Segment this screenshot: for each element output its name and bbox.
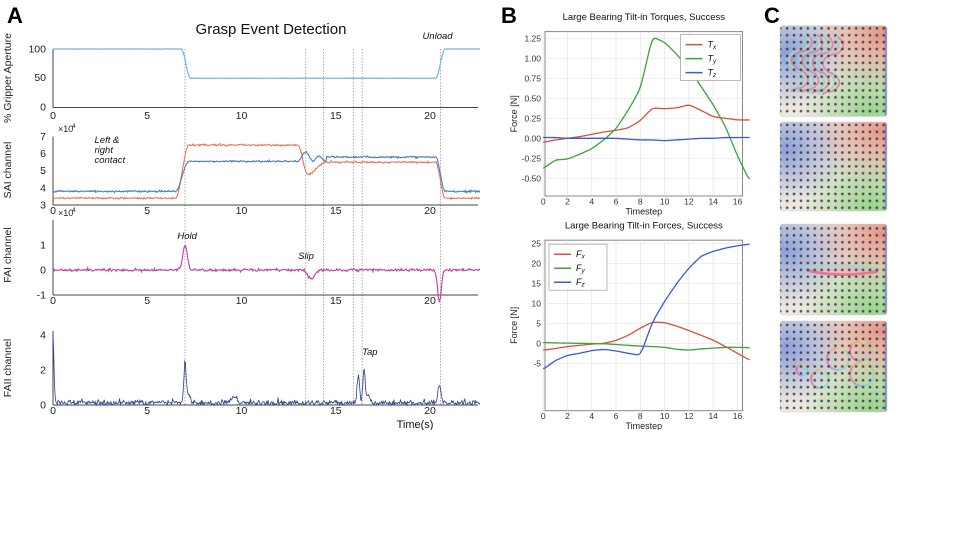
svg-text:10: 10 [236,295,248,307]
svg-text:1.25: 1.25 [524,33,541,43]
svg-text:6: 6 [40,148,46,160]
svg-text:15: 15 [330,205,342,217]
svg-text:20: 20 [424,110,436,122]
svg-text:10: 10 [236,110,248,122]
svg-text:0: 0 [40,102,46,114]
svg-text:Hold: Hold [177,231,197,242]
svg-text:2: 2 [40,365,46,377]
svg-text:4: 4 [40,330,46,342]
svg-text:3: 3 [40,200,46,212]
svg-text:2: 2 [565,197,570,207]
svg-text:-0.50: -0.50 [522,173,542,183]
svg-text:10: 10 [660,197,670,207]
svg-text:Time(s): Time(s) [397,419,434,430]
svg-text:0: 0 [50,205,56,217]
svg-text:SAI channel: SAI channel [2,142,14,199]
svg-text:0: 0 [541,197,546,207]
svg-text:1: 1 [40,240,46,252]
svg-text:10: 10 [660,411,670,421]
svg-text:0.00: 0.00 [524,133,541,143]
svg-text:×10: ×10 [58,208,73,218]
svg-text:10: 10 [236,205,248,217]
svg-text:16: 16 [733,411,743,421]
svg-text:20: 20 [424,405,436,417]
svg-text:14: 14 [708,411,718,421]
svg-text:0: 0 [40,400,46,412]
svg-text:7: 7 [40,131,46,143]
svg-text:20: 20 [424,295,436,307]
svg-text:16: 16 [733,197,743,207]
svg-text:5: 5 [40,165,46,177]
svg-text:0.75: 0.75 [524,73,541,83]
svg-text:0: 0 [541,411,546,421]
svg-text:12: 12 [684,197,694,207]
svg-text:100: 100 [28,44,46,56]
svg-text:0.25: 0.25 [524,113,541,123]
svg-text:8: 8 [638,197,643,207]
svg-text:Large Bearing Tilt-in Forces,: Large Bearing Tilt-in Forces, Success [565,221,723,232]
svg-text:0: 0 [50,295,56,307]
svg-text:1.00: 1.00 [524,53,541,63]
svg-text:% Gripper Aperture: % Gripper Aperture [2,33,14,123]
svg-text:-1: -1 [37,290,46,302]
svg-text:2: 2 [565,411,570,421]
svg-text:Unload: Unload [422,31,453,42]
svg-text:FAI channel: FAI channel [2,227,14,282]
svg-text:-5: -5 [533,358,541,368]
svg-text:10: 10 [532,298,542,308]
svg-text:Tap: Tap [362,347,378,358]
svg-text:5: 5 [144,205,150,217]
svg-text:4: 4 [589,411,594,421]
svg-text:Timestep: Timestep [625,421,662,430]
svg-text:FAII channel: FAII channel [2,339,14,397]
svg-text:4: 4 [72,123,76,130]
svg-text:5: 5 [144,405,150,417]
svg-text:14: 14 [708,197,718,207]
svg-text:8: 8 [638,411,643,421]
svg-text:15: 15 [330,295,342,307]
svg-text:-0.25: -0.25 [522,153,542,163]
svg-text:15: 15 [330,405,342,417]
svg-text:0: 0 [40,265,46,277]
svg-text:6: 6 [614,197,619,207]
svg-text:12: 12 [684,411,694,421]
svg-text:20: 20 [424,205,436,217]
svg-text:5: 5 [144,110,150,122]
svg-text:×10: ×10 [58,124,73,134]
svg-text:5: 5 [536,318,541,328]
svg-text:15: 15 [330,110,342,122]
svg-text:Slip: Slip [298,251,314,262]
svg-text:15: 15 [532,278,542,288]
svg-text:0: 0 [50,110,56,122]
svg-text:Large Bearing Tilt-in Torques,: Large Bearing Tilt-in Torques, Success [563,12,726,23]
svg-text:0: 0 [536,338,541,348]
svg-text:10: 10 [236,405,248,417]
svg-text:Force [N]: Force [N] [509,307,519,344]
svg-text:25: 25 [532,238,542,248]
svg-text:0.50: 0.50 [524,93,541,103]
svg-text:4: 4 [72,207,76,214]
svg-text:Force [N]: Force [N] [509,95,519,132]
svg-text:contact: contact [95,155,126,166]
svg-text:Timestep: Timestep [625,207,662,217]
svg-text:0: 0 [50,405,56,417]
svg-text:50: 50 [34,72,46,84]
svg-text:4: 4 [40,182,46,194]
svg-text:4: 4 [589,197,594,207]
svg-text:6: 6 [614,411,619,421]
svg-text:Grasp Event Detection: Grasp Event Detection [196,21,347,38]
svg-text:20: 20 [532,258,542,268]
svg-text:5: 5 [144,295,150,307]
